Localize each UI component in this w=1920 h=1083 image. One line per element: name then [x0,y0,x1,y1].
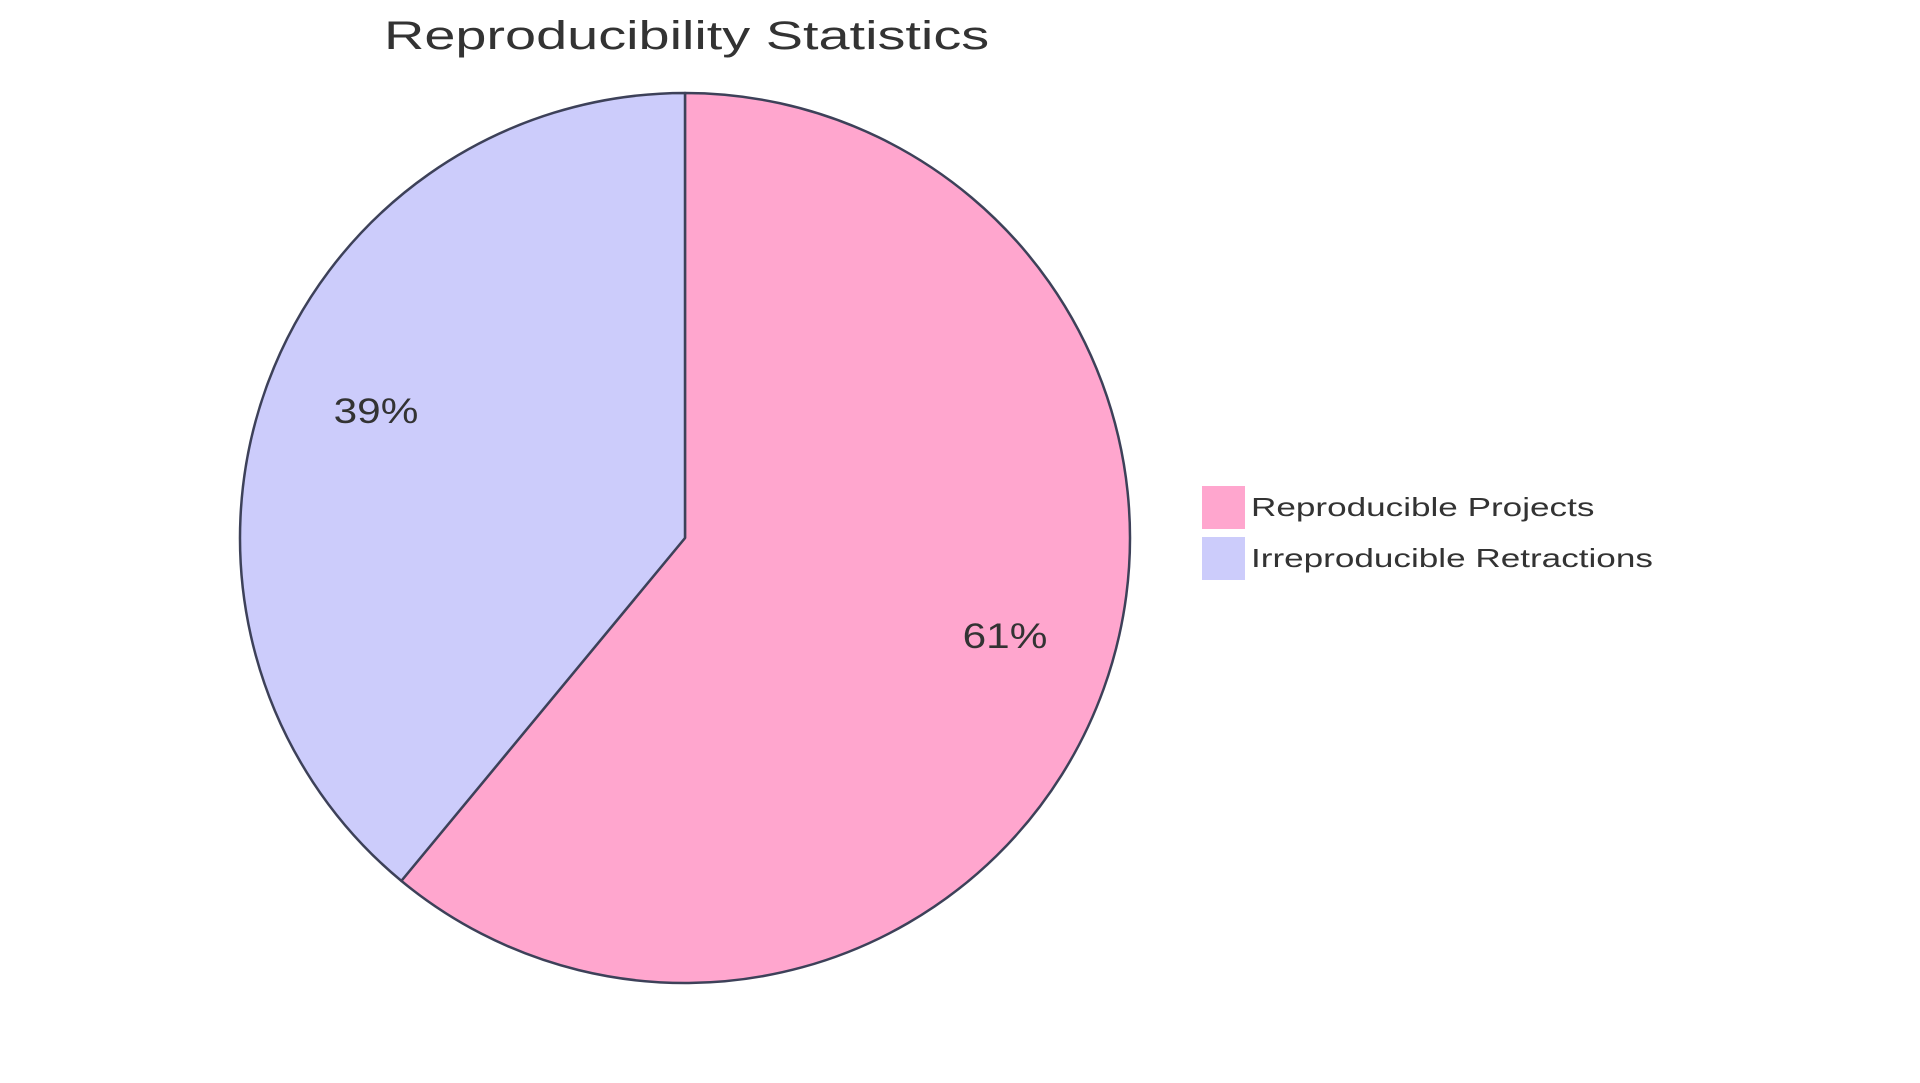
svg-text:61%: 61% [963,617,1048,656]
svg-text:39%: 39% [334,392,419,431]
